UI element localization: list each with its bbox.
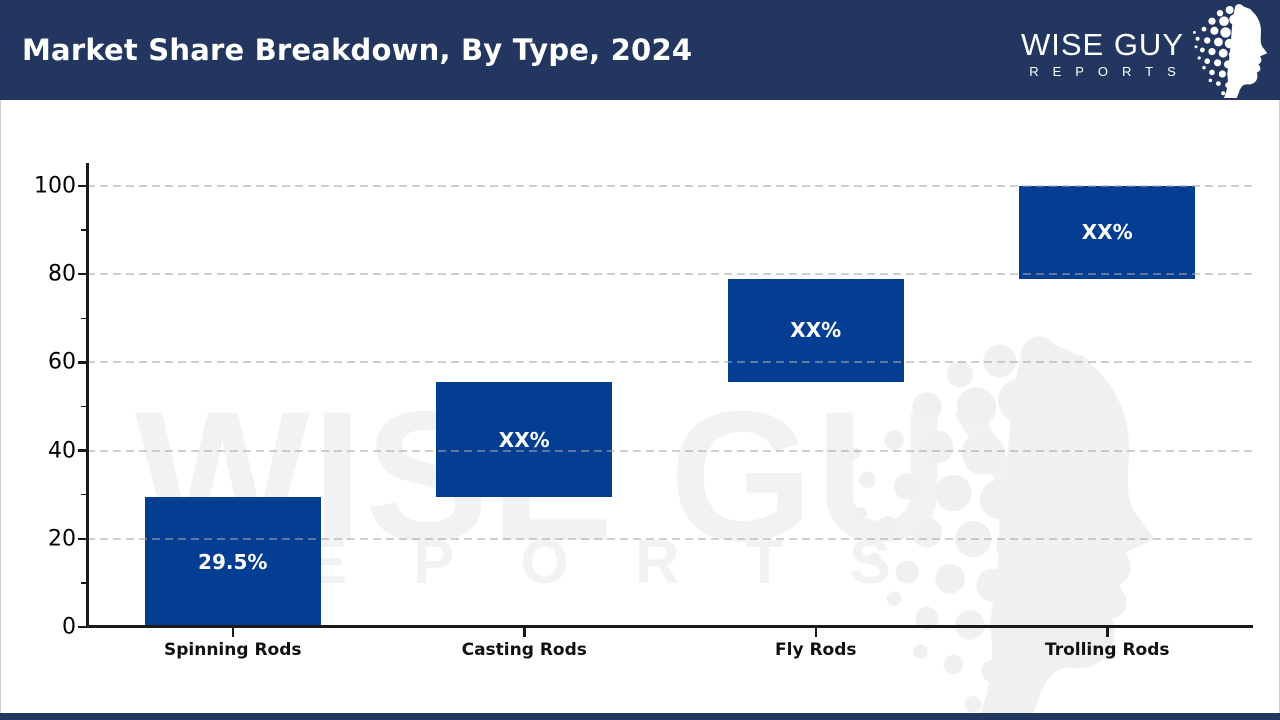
logo-head-icon	[1192, 4, 1268, 98]
x-axis	[86, 625, 1253, 628]
y-tick-40	[78, 449, 86, 452]
bar-value-label: XX%	[790, 318, 842, 343]
y-tick-label-0: 0	[62, 614, 76, 640]
y-tick-label-20: 20	[48, 526, 76, 552]
y-tick-80	[78, 272, 86, 276]
x-tick-trolling-rods	[1106, 628, 1109, 637]
page-title: Market Share Breakdown, By Type, 2024	[22, 33, 693, 67]
x-tick-label-fly-rods: Fly Rods	[775, 640, 857, 660]
logo-wiseguy-label: WISE GUY	[1020, 26, 1184, 62]
x-tick-casting-rods	[523, 628, 526, 637]
header-bar: Market Share Breakdown, By Type, 2024 WI…	[0, 0, 1280, 100]
x-tick-label-spinning-rods: Spinning Rods	[163, 640, 302, 660]
x-tick-spinning-rods	[231, 628, 234, 637]
y-minor-tick-90	[81, 229, 86, 231]
wise-guy-reports-logo: WISE GUY REPORTS	[1008, 4, 1268, 98]
y-tick-100	[78, 184, 86, 188]
y-minor-tick-10	[81, 582, 86, 584]
y-axis	[86, 163, 89, 628]
footer-bar	[0, 713, 1280, 720]
bar-casting-rods: XX%	[436, 382, 613, 497]
bar-fly-rods: XX%	[727, 278, 904, 383]
bar-value-label: XX%	[1081, 220, 1133, 245]
bar-spinning-rods: 29.5%	[144, 496, 321, 627]
y-minor-tick-50	[81, 405, 86, 408]
bar-trolling-rods: XX%	[1019, 186, 1196, 279]
bar-value-label: XX%	[498, 427, 550, 452]
y-tick-label-40: 40	[48, 438, 76, 464]
y-minor-tick-30	[81, 493, 86, 496]
y-tick-label-60: 60	[48, 349, 76, 375]
logo-reports-label: REPORTS	[1029, 63, 1190, 79]
y-tick-label-100: 100	[34, 173, 76, 199]
gridline-40	[87, 449, 1253, 452]
x-tick-label-casting-rods: Casting Rods	[461, 640, 587, 660]
logo-text: WISE GUY REPORTS	[1021, 29, 1184, 78]
y-tick-label-80: 80	[48, 261, 76, 287]
bar-value-label: 29.5%	[198, 549, 268, 574]
x-tick-label-trolling-rods: Trolling Rods	[1044, 640, 1170, 660]
x-tick-fly-rods	[814, 628, 817, 637]
y-tick-0	[78, 625, 86, 629]
y-minor-tick-70	[81, 317, 86, 320]
y-tick-20	[78, 537, 86, 541]
gridline-60	[87, 361, 1253, 364]
y-tick-60	[78, 361, 86, 364]
